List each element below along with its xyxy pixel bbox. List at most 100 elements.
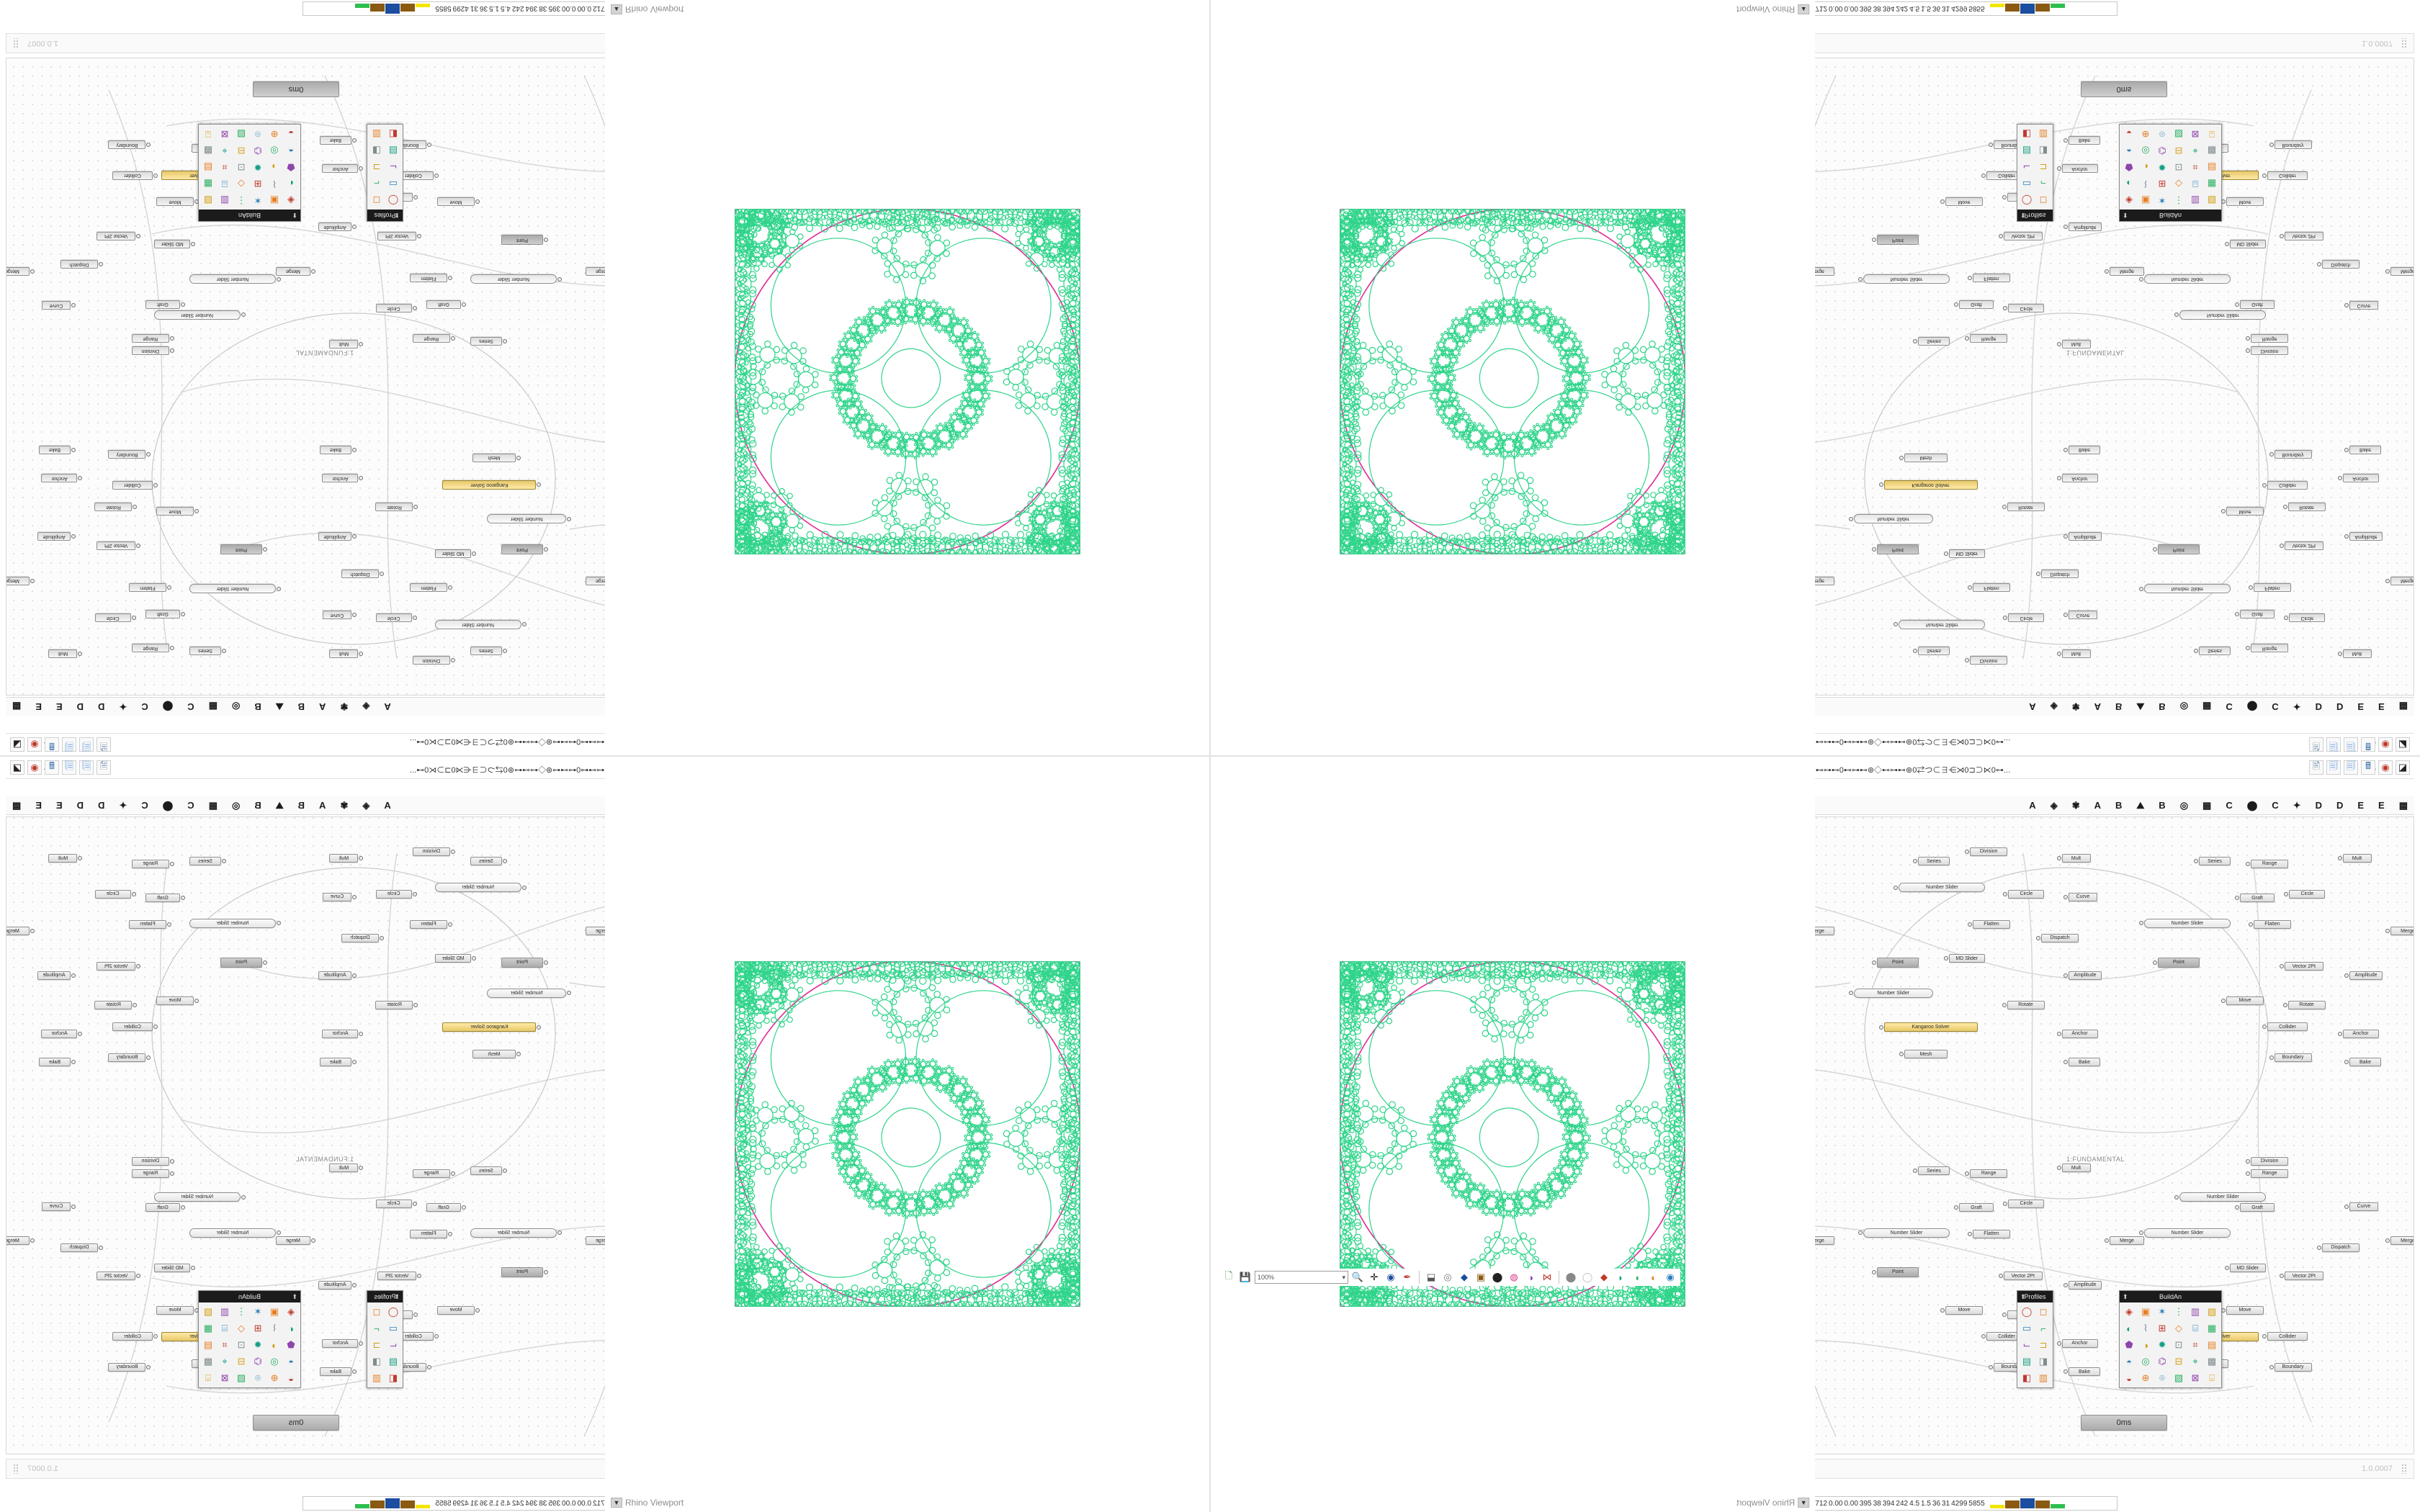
palette-button[interactable]: ◧ <box>388 1372 398 1383</box>
palette-button[interactable]: ⊐ <box>372 162 381 173</box>
palette-button[interactable]: ⌖ <box>2192 1356 2198 1367</box>
tab-flower-icon[interactable]: ✾ <box>340 701 349 713</box>
component-input-port[interactable] <box>1998 1274 2003 1279</box>
component-input-port[interactable] <box>1899 1052 1904 1056</box>
gh-component[interactable]: MD Slider <box>1948 954 1985 963</box>
palette-button[interactable]: ◑ <box>2143 161 2148 173</box>
gh-component[interactable]: Rotate <box>2287 1000 2326 1009</box>
tab-flower-icon[interactable]: ✾ <box>2071 701 2080 713</box>
tab-grid-icon[interactable]: ▦ <box>208 799 218 811</box>
palette-button[interactable]: ◐ <box>288 178 294 189</box>
resize-grip[interactable] <box>12 1464 19 1474</box>
gh-component[interactable]: Anchor <box>322 1029 359 1038</box>
palette-button[interactable]: ⊡ <box>2174 162 2183 173</box>
palette-button[interactable]: ◇ <box>238 1323 245 1333</box>
tab-gem-icon[interactable]: ◈ <box>362 701 370 713</box>
gh-component[interactable]: Rotate <box>2007 1000 2045 1009</box>
palette-button[interactable]: ⊠ <box>2191 1372 2200 1383</box>
component-input-port[interactable] <box>352 894 357 899</box>
component-input-port[interactable] <box>2194 648 2198 653</box>
gh-component[interactable]: Range <box>1970 334 2008 343</box>
tab-sets-icon[interactable]: B <box>2115 800 2123 811</box>
component-input-port[interactable] <box>181 611 185 616</box>
rhino-viewport-bottom-left[interactable]: ▼ Rhino Viewport <box>605 756 1210 1512</box>
gh-component[interactable]: Collider <box>112 1332 153 1341</box>
palette-button[interactable]: ⌖ <box>222 1356 228 1367</box>
component-input-port[interactable] <box>153 483 158 487</box>
tab-transform-icon[interactable]: ✦ <box>119 799 127 811</box>
gh-component[interactable]: Point <box>2158 957 2200 968</box>
copy-icon[interactable]: 🗐 <box>2326 760 2341 775</box>
palette-button[interactable]: ⌇ <box>2143 179 2148 189</box>
gh-component[interactable]: Move <box>437 1305 475 1315</box>
gh-component[interactable]: Flatten <box>410 1229 447 1238</box>
timer-node[interactable]: 0ms <box>2081 1415 2167 1431</box>
tab-extra2-icon[interactable]: E <box>35 800 42 811</box>
gh-component[interactable]: Move <box>1945 197 1983 207</box>
gh-component[interactable]: Curve <box>323 611 351 620</box>
gh-component[interactable]: Series <box>1918 336 1950 346</box>
gh-component[interactable]: Division <box>2251 1156 2289 1166</box>
palette-button[interactable]: ◒ <box>288 128 294 140</box>
tab-transform-icon[interactable]: ✦ <box>2293 701 2301 713</box>
component-input-port[interactable] <box>2003 891 2008 896</box>
gh-component[interactable]: Graft <box>145 1203 180 1212</box>
gh-component[interactable]: Amplitude <box>318 222 351 232</box>
gh-component[interactable]: Mesh <box>1904 1050 1948 1058</box>
component-input-port[interactable] <box>2279 233 2284 238</box>
gh-component[interactable]: Amplitude <box>2069 222 2102 232</box>
resize-grip[interactable] <box>2401 38 2408 48</box>
palette-button[interactable]: ⊐ <box>372 1339 381 1350</box>
palette-button[interactable]: ⊞ <box>254 179 262 189</box>
palette-button[interactable]: ▨ <box>203 1306 213 1317</box>
tab-extra2-icon[interactable]: E <box>2378 800 2385 811</box>
gh-component[interactable]: Division <box>412 847 450 856</box>
new-doc-icon[interactable]: 🗋 <box>1224 1270 1233 1281</box>
gh-component[interactable]: Dispatch <box>2322 1243 2360 1252</box>
palette-button[interactable]: ⌙ <box>2022 162 2031 173</box>
palette-button[interactable]: ▧ <box>2174 1372 2184 1383</box>
gh-component[interactable]: MD Slider <box>154 240 191 248</box>
palette-button[interactable]: ▥ <box>220 195 230 206</box>
camera-icon[interactable]: ◪ <box>10 737 24 752</box>
gh-component[interactable]: Vector 2Pt <box>2003 1272 2043 1281</box>
component-input-port[interactable] <box>1943 552 1948 556</box>
component-input-port[interactable] <box>1872 1269 1876 1274</box>
component-input-port[interactable] <box>2063 973 2068 978</box>
palette-button[interactable]: ⬟ <box>287 162 295 173</box>
boolean-icon[interactable]: ◍ <box>1510 1272 1518 1282</box>
component-input-port[interactable] <box>2337 856 2342 861</box>
palette-button[interactable]: ◨ <box>2038 145 2048 156</box>
component-input-port[interactable] <box>136 233 141 238</box>
gh-component[interactable]: Mult <box>329 1164 359 1173</box>
gh-component[interactable]: Number Slider <box>2144 274 2231 284</box>
component-input-port[interactable] <box>153 174 158 178</box>
view-teal-icon[interactable]: ◗ <box>1618 1272 1623 1283</box>
tab-display-icon[interactable]: D <box>98 800 105 811</box>
gh-component[interactable]: Number Slider <box>1853 988 1933 998</box>
gh-component[interactable]: Circle <box>375 889 412 899</box>
gh-component[interactable]: Merge <box>6 267 30 276</box>
palette-button[interactable]: ⌐ <box>2040 178 2046 189</box>
palette-button[interactable]: ▥ <box>2190 1306 2200 1317</box>
gh-component[interactable]: Dispatch <box>2041 933 2079 942</box>
gh-component[interactable]: Move <box>2226 507 2264 516</box>
gh-component[interactable]: Bake <box>2069 1367 2100 1377</box>
component-input-port[interactable] <box>2235 896 2239 901</box>
gh-component[interactable]: Vector 2Pt <box>97 231 136 240</box>
tab-display-icon[interactable]: D <box>98 701 105 712</box>
gh-component[interactable]: Point <box>1877 235 1919 246</box>
gh-component[interactable]: Flatten <box>129 583 166 593</box>
timer-node[interactable]: 0ms <box>253 1415 339 1431</box>
component-input-port[interactable] <box>2235 302 2239 307</box>
palette-button[interactable]: ⌐ <box>374 1323 380 1334</box>
component-input-port[interactable] <box>2282 1002 2287 1007</box>
gh-component[interactable]: Series <box>1918 1166 1950 1176</box>
palette-title[interactable]: Profiles ⬆ <box>2017 1291 2053 1302</box>
gh-component[interactable]: Mult <box>2061 649 2091 658</box>
gh-component[interactable]: Anchor <box>322 1338 359 1348</box>
palette-button[interactable]: ⊞ <box>2158 179 2166 189</box>
gh-component[interactable]: Division <box>412 656 450 665</box>
gh-component[interactable]: Mult <box>48 854 78 863</box>
gh-component[interactable]: Collider <box>2267 171 2308 180</box>
